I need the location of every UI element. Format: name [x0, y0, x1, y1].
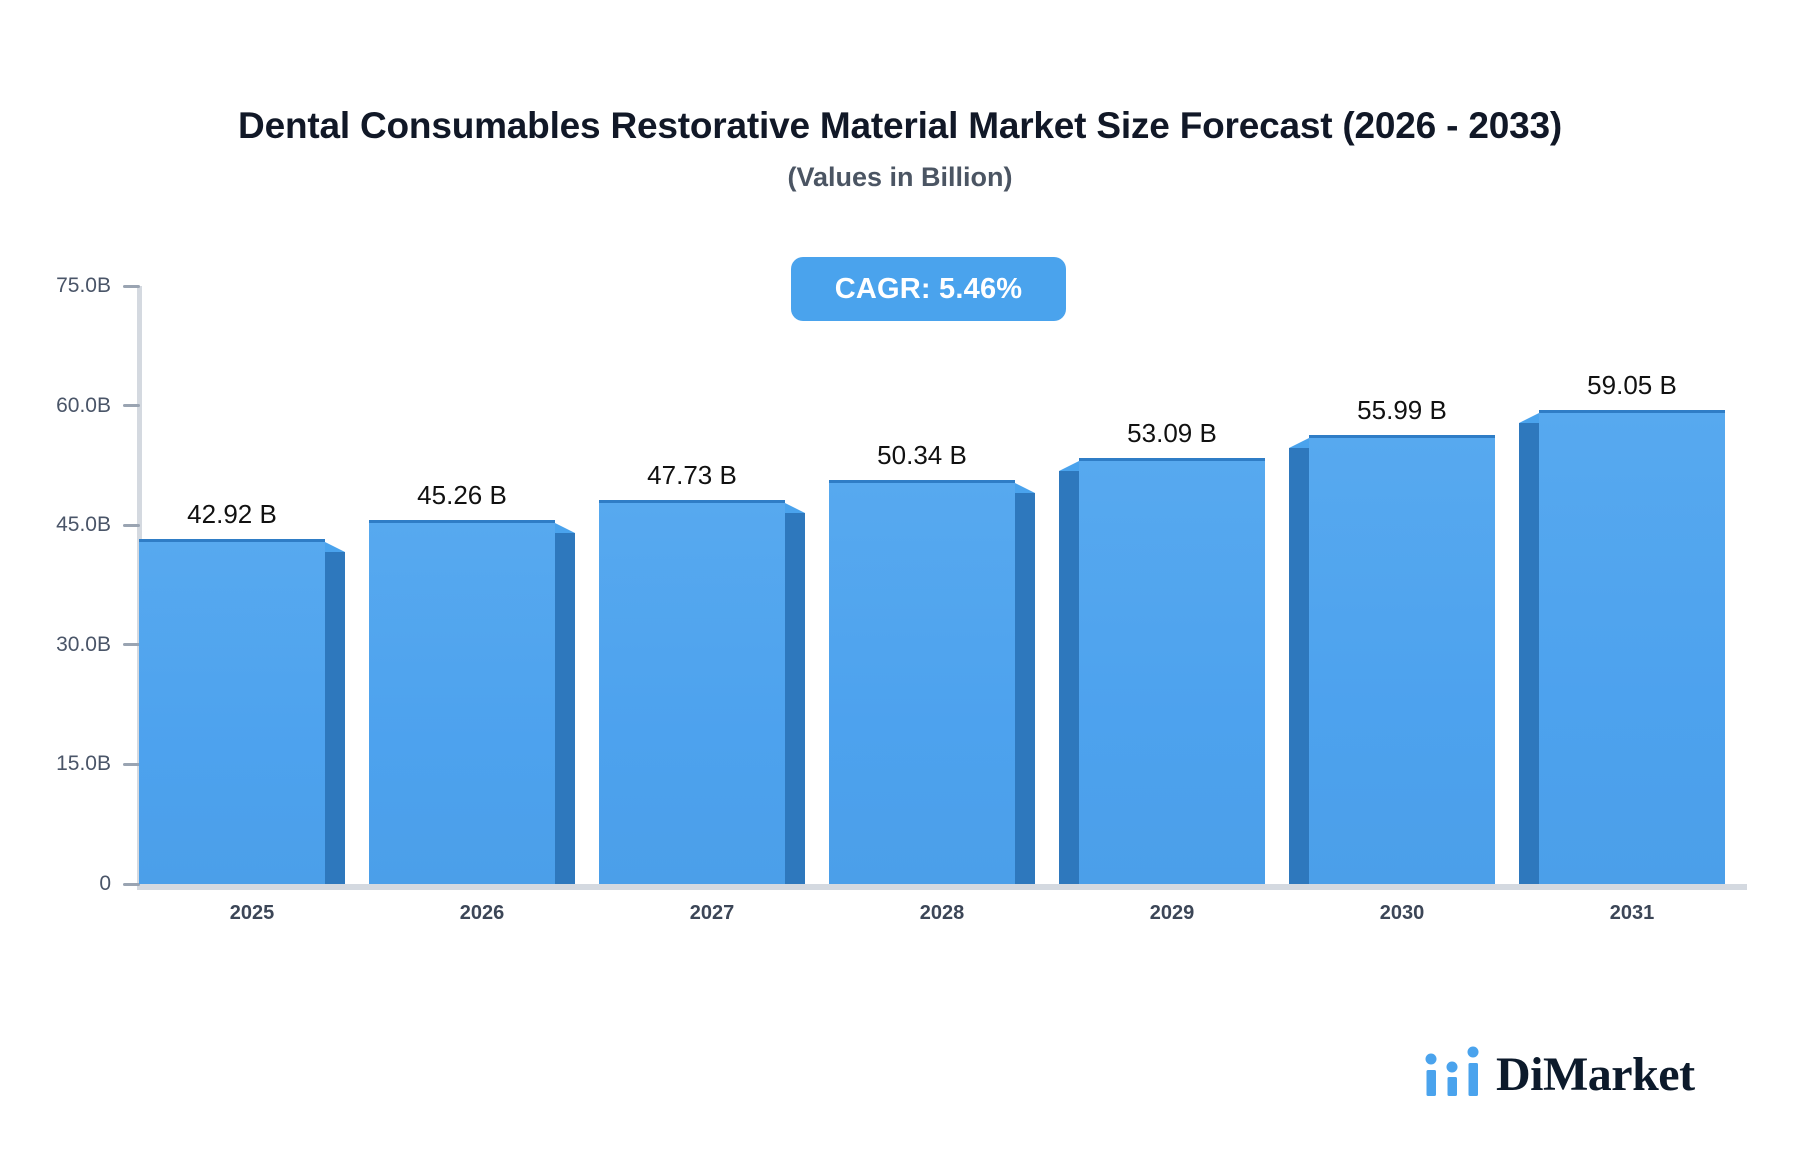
bar-side-face	[1059, 470, 1079, 884]
bar-group: 50.34 B	[829, 286, 1035, 884]
y-axis-tick-label: 0	[99, 872, 111, 895]
bar[interactable]	[1079, 457, 1265, 884]
y-axis-tick-label: 30.0B	[56, 632, 111, 656]
x-axis-line	[137, 884, 1747, 890]
bar-group: 55.99 B	[1289, 286, 1495, 884]
bar-value-label: 59.05 B	[1587, 370, 1677, 401]
y-axis-tick-mark	[123, 404, 140, 408]
bar[interactable]	[139, 538, 325, 884]
bar[interactable]	[829, 479, 1015, 884]
page-title: Dental Consumables Restorative Material …	[238, 105, 1562, 146]
y-axis-tick: 45.0B	[56, 513, 140, 537]
y-axis-tick-mark	[123, 284, 140, 288]
bar-bevel	[325, 541, 345, 552]
y-axis: 75.0B 60.0B 45.0B 30.0B 15.0B 0	[0, 274, 140, 895]
brand-name: DiMarket	[1496, 1047, 1695, 1101]
x-axis-tick-label: 2026	[459, 902, 505, 924]
y-axis-tick-mark	[123, 523, 140, 527]
y-axis-tick-label: 60.0B	[56, 393, 111, 417]
bar-side-face	[555, 533, 575, 884]
bar-value-label: 53.09 B	[1127, 417, 1217, 448]
bar-group: 47.73 B	[599, 286, 805, 884]
bar-bevel	[1519, 413, 1539, 424]
bar-value-label: 55.99 B	[1357, 394, 1447, 425]
bar-bevel	[555, 523, 575, 534]
y-axis-tick-label: 15.0B	[56, 752, 111, 776]
bar-bevel	[1059, 460, 1079, 471]
y-axis-tick: 15.0B	[56, 752, 140, 776]
y-axis-tick-mark	[123, 643, 140, 647]
chart-subtitle: (Values in Billion)	[787, 161, 1013, 192]
brand-logo: DiMarket	[1424, 1046, 1695, 1103]
bar-side-face	[1289, 447, 1309, 884]
bar-side-face	[785, 513, 805, 884]
bar-value-label: 50.34 B	[877, 439, 967, 470]
bar-value-label: 47.73 B	[647, 460, 737, 491]
bar-side-face	[325, 551, 345, 884]
bar-bevel	[1015, 482, 1035, 493]
chart-header: Dental Consumables Restorative Material …	[0, 0, 1800, 192]
bar-value-label: 45.26 B	[417, 480, 507, 511]
y-axis-tick-label: 45.0B	[56, 513, 111, 537]
y-axis-tick-mark	[123, 882, 140, 886]
x-axis-tick-label: 2027	[689, 902, 735, 924]
y-axis-tick: 0	[99, 872, 140, 895]
bar-bevel	[1289, 437, 1309, 448]
bar-value-label: 42.92 B	[187, 498, 277, 529]
bar-group: 59.05 B	[1519, 286, 1725, 884]
x-axis-tick-label: 2028	[919, 902, 965, 924]
bar[interactable]	[1539, 410, 1725, 884]
bar-side-face	[1519, 423, 1539, 884]
x-axis-tick-label: 2029	[1149, 902, 1195, 924]
y-axis-tick-label: 75.0B	[56, 274, 111, 297]
bars-group: 42.92 B 45.26 B 47.73 B 50.34 B 53.09 B 55.99…	[137, 286, 1747, 884]
cagr-badge: CAGR: 5.46%	[791, 257, 1066, 321]
bar[interactable]	[599, 500, 785, 884]
x-axis-tick-label: 2025	[229, 902, 275, 924]
y-axis-tick: 60.0B	[56, 393, 140, 417]
bar[interactable]	[369, 520, 555, 884]
bar-group: 42.92 B	[139, 286, 345, 884]
bar-group: 45.26 B	[369, 286, 575, 884]
bar-chart-icon	[1424, 1046, 1482, 1103]
y-axis-tick: 30.0B	[56, 632, 140, 656]
bar-bevel	[785, 503, 805, 514]
x-axis-tick-label: 2030	[1379, 902, 1425, 924]
bar-group: 53.09 B	[1059, 286, 1265, 884]
x-axis-tick-label: 2031	[1609, 902, 1655, 924]
y-axis-tick-mark	[123, 762, 140, 766]
y-axis-tick: 75.0B	[56, 274, 140, 297]
bar-side-face	[1015, 492, 1035, 884]
bar[interactable]	[1309, 434, 1495, 884]
